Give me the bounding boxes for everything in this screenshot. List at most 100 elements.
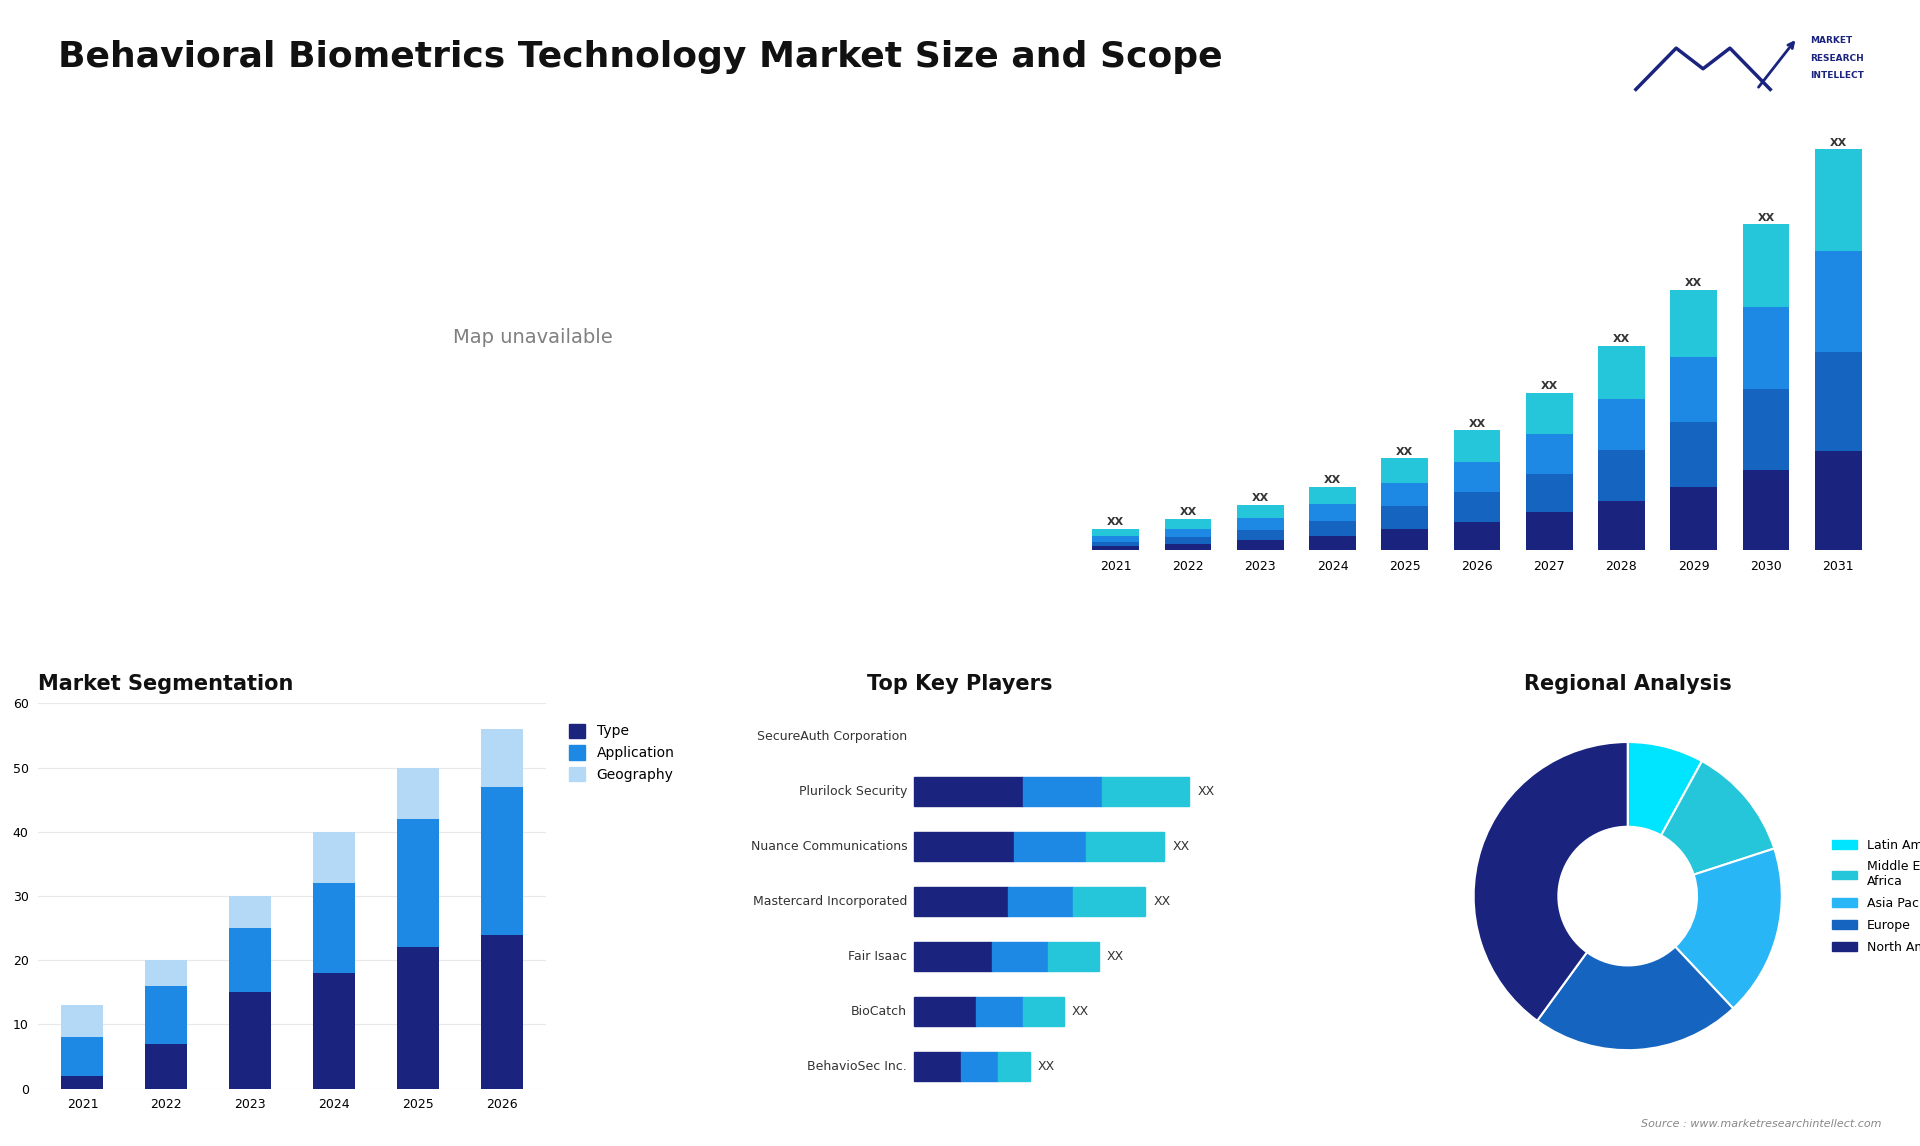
Bar xyxy=(1380,507,1428,528)
Bar xyxy=(228,896,271,928)
FancyBboxPatch shape xyxy=(1048,942,1098,971)
FancyBboxPatch shape xyxy=(914,887,1008,916)
Bar xyxy=(1743,225,1789,307)
Bar xyxy=(1453,431,1500,462)
Text: XX: XX xyxy=(1396,447,1413,456)
Text: SecureAuth Corporation: SecureAuth Corporation xyxy=(756,730,906,743)
Text: Fair Isaac: Fair Isaac xyxy=(849,950,906,963)
Bar xyxy=(228,928,271,992)
Text: Source : www.marketresearchintellect.com: Source : www.marketresearchintellect.com xyxy=(1642,1118,1882,1129)
Bar xyxy=(1670,487,1716,550)
Bar xyxy=(1743,470,1789,550)
Bar xyxy=(1814,452,1862,550)
FancyBboxPatch shape xyxy=(914,942,993,971)
FancyBboxPatch shape xyxy=(1087,832,1164,861)
Bar xyxy=(1309,535,1356,550)
Text: INTELLECT: INTELLECT xyxy=(1811,71,1864,80)
Wedge shape xyxy=(1661,761,1774,874)
Bar xyxy=(1526,434,1572,473)
FancyBboxPatch shape xyxy=(960,1052,998,1081)
Bar xyxy=(61,1037,104,1076)
Text: XX: XX xyxy=(1613,335,1630,344)
FancyBboxPatch shape xyxy=(1073,887,1146,916)
Bar xyxy=(1814,149,1862,251)
FancyBboxPatch shape xyxy=(914,777,1023,806)
Text: XX: XX xyxy=(1469,418,1486,429)
Bar xyxy=(1309,504,1356,520)
Legend: Type, Application, Geography: Type, Application, Geography xyxy=(563,719,680,787)
Bar xyxy=(146,986,188,1044)
Text: Mastercard Incorporated: Mastercard Incorporated xyxy=(753,895,906,908)
FancyBboxPatch shape xyxy=(1023,997,1064,1026)
Text: XX: XX xyxy=(1179,508,1196,518)
Text: XX: XX xyxy=(1252,494,1269,503)
Title: Regional Analysis: Regional Analysis xyxy=(1524,674,1732,693)
FancyBboxPatch shape xyxy=(998,1052,1029,1081)
Bar xyxy=(1814,251,1862,352)
Text: XX: XX xyxy=(1830,138,1847,148)
FancyBboxPatch shape xyxy=(1023,777,1102,806)
Bar xyxy=(1453,462,1500,493)
Text: XX: XX xyxy=(1108,517,1125,527)
Bar xyxy=(1380,458,1428,484)
FancyBboxPatch shape xyxy=(1008,887,1073,916)
FancyBboxPatch shape xyxy=(914,1052,960,1081)
Text: Nuance Communications: Nuance Communications xyxy=(751,840,906,853)
Bar xyxy=(1453,521,1500,550)
Text: MARKET: MARKET xyxy=(1811,36,1853,45)
Bar xyxy=(1236,529,1284,541)
Text: XX: XX xyxy=(1071,1005,1089,1018)
Bar xyxy=(228,992,271,1089)
Bar xyxy=(146,960,188,986)
Wedge shape xyxy=(1538,947,1734,1050)
Bar xyxy=(1165,519,1212,528)
Legend: Latin America, Middle East &
Africa, Asia Pacific, Europe, North America: Latin America, Middle East & Africa, Asi… xyxy=(1826,833,1920,958)
FancyBboxPatch shape xyxy=(993,942,1048,971)
Bar xyxy=(146,1044,188,1089)
Bar xyxy=(1597,346,1645,399)
Text: Market Segmentation: Market Segmentation xyxy=(38,674,294,693)
Bar xyxy=(1597,501,1645,550)
Wedge shape xyxy=(1475,741,1628,1021)
Bar xyxy=(1526,512,1572,550)
Bar xyxy=(397,768,440,819)
FancyBboxPatch shape xyxy=(977,997,1023,1026)
Bar xyxy=(1236,518,1284,529)
Text: XX: XX xyxy=(1154,895,1171,908)
FancyBboxPatch shape xyxy=(1102,777,1188,806)
Bar xyxy=(1380,528,1428,550)
Bar xyxy=(1309,520,1356,535)
Bar xyxy=(1814,352,1862,452)
Text: RESEARCH: RESEARCH xyxy=(1811,54,1864,63)
Bar xyxy=(1670,356,1716,422)
Bar xyxy=(1526,473,1572,512)
Bar xyxy=(1092,535,1139,542)
Bar xyxy=(1743,307,1789,390)
FancyBboxPatch shape xyxy=(914,997,977,1026)
Bar xyxy=(1597,399,1645,450)
Bar xyxy=(1092,547,1139,550)
Bar xyxy=(1165,544,1212,550)
Text: XX: XX xyxy=(1540,382,1557,391)
Bar xyxy=(313,832,355,884)
Wedge shape xyxy=(1674,848,1782,1008)
Bar xyxy=(1743,390,1789,470)
Text: XX: XX xyxy=(1198,785,1215,798)
Bar xyxy=(1236,541,1284,550)
Text: BioCatch: BioCatch xyxy=(851,1005,906,1018)
Text: XX: XX xyxy=(1037,1060,1054,1073)
Wedge shape xyxy=(1628,741,1701,835)
Text: BehavioSec Inc.: BehavioSec Inc. xyxy=(808,1060,906,1073)
Text: Map unavailable: Map unavailable xyxy=(453,329,612,347)
Bar xyxy=(482,787,522,935)
Bar xyxy=(313,884,355,973)
Text: XX: XX xyxy=(1325,474,1340,485)
Text: Plurilock Security: Plurilock Security xyxy=(799,785,906,798)
FancyBboxPatch shape xyxy=(1014,832,1087,861)
Text: XX: XX xyxy=(1686,278,1703,288)
Bar xyxy=(313,973,355,1089)
Bar xyxy=(61,1005,104,1037)
Bar xyxy=(1526,393,1572,434)
Bar xyxy=(1453,493,1500,521)
Bar xyxy=(1597,450,1645,501)
